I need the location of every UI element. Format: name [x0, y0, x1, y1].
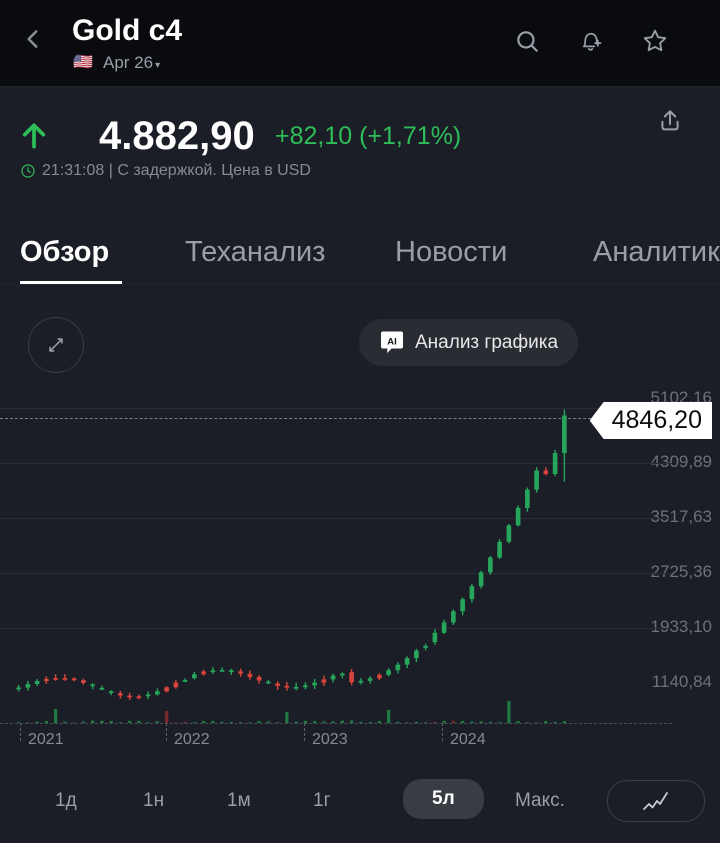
svg-text:AI: AI — [387, 336, 397, 347]
